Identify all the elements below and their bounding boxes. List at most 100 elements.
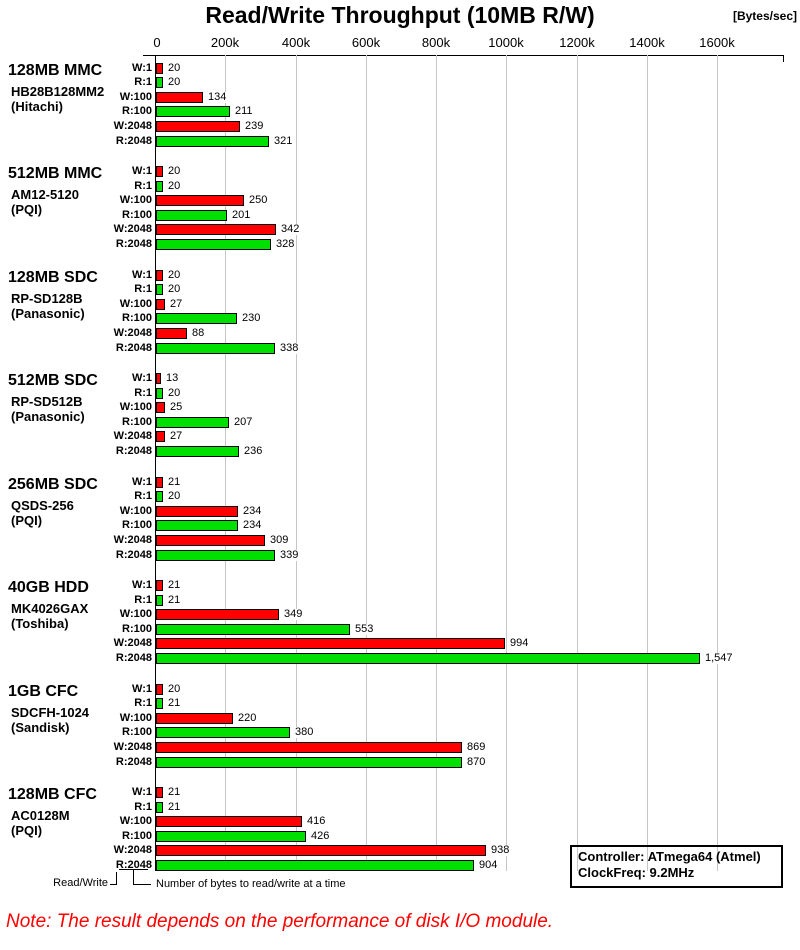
- row-label: W:2048: [113, 637, 152, 649]
- bar-value-label: 134: [207, 91, 228, 103]
- write-bar: [156, 535, 265, 546]
- device-name: 128MB MMC: [8, 62, 103, 79]
- write-bar: [156, 373, 161, 384]
- legend-readwrite-label: Read/Write: [53, 877, 108, 889]
- bar-value-label: 321: [273, 135, 294, 147]
- device-brand: (Panasonic): [11, 409, 85, 424]
- write-bar: [156, 63, 163, 74]
- gridline: [717, 55, 718, 871]
- controller-info-box: Controller: ATmega64 (Atmel) ClockFreq: …: [570, 845, 783, 888]
- read-bar: [156, 757, 462, 768]
- row-label: R:2048: [115, 135, 152, 147]
- read-bar: [156, 520, 238, 531]
- write-bar: [156, 328, 187, 339]
- bar-value-label: 21: [167, 801, 182, 813]
- row-label: W:100: [119, 91, 152, 103]
- controller-line: Controller: ATmega64 (Atmel): [578, 849, 761, 864]
- bar-value-label: 20: [167, 387, 182, 399]
- row-label: R:1: [134, 801, 152, 813]
- row-label: W:2048: [113, 741, 152, 753]
- clockfreq-line: ClockFreq: 9.2MHz: [578, 865, 695, 880]
- device-brand: (Toshiba): [11, 616, 69, 631]
- footnote: Note: The result depends on the performa…: [6, 911, 554, 932]
- baseline: [155, 55, 156, 871]
- read-bar: [156, 653, 700, 664]
- row-label: W:100: [119, 505, 152, 517]
- bar-value-label: 1,547: [704, 652, 734, 664]
- read-bar: [156, 343, 275, 354]
- row-label: R:100: [122, 519, 152, 531]
- bar-value-label: 207: [233, 416, 254, 428]
- row-label: R:100: [122, 209, 152, 221]
- row-label: R:100: [122, 623, 152, 635]
- bar-value-label: 21: [167, 594, 182, 606]
- bar-value-label: 27: [169, 298, 184, 310]
- bar-value-label: 20: [167, 165, 182, 177]
- bar-value-label: 328: [275, 238, 296, 250]
- device-model: RP-SD128B: [11, 291, 83, 306]
- read-bar: [156, 77, 163, 88]
- device-brand: (Panasonic): [11, 306, 85, 321]
- bar-value-label: 349: [283, 608, 304, 620]
- row-label: W:2048: [113, 223, 152, 235]
- read-bar: [156, 106, 230, 117]
- bar-value-label: 21: [167, 786, 182, 798]
- bar-value-label: 553: [354, 623, 375, 635]
- bar-value-label: 220: [237, 712, 258, 724]
- gridline: [366, 55, 367, 871]
- gridline: [647, 55, 648, 871]
- row-label: W:100: [119, 712, 152, 724]
- bar-value-label: 21: [167, 579, 182, 591]
- gridline: [436, 55, 437, 871]
- row-label: W:2048: [113, 430, 152, 442]
- write-bar: [156, 506, 238, 517]
- chart-title: Read/Write Throughput (10MB R/W): [205, 2, 595, 28]
- read-bar: [156, 491, 163, 502]
- read-bar: [156, 313, 237, 324]
- write-bar: [156, 92, 203, 103]
- row-label: R:100: [122, 726, 152, 738]
- row-label: R:1: [134, 697, 152, 709]
- bar-value-label: 21: [167, 476, 182, 488]
- bar-value-label: 904: [478, 859, 499, 871]
- gridline: [225, 55, 226, 871]
- axis-tick-label: 0: [153, 35, 161, 50]
- row-label: R:1: [134, 76, 152, 88]
- read-bar: [156, 446, 239, 457]
- read-bar: [156, 210, 227, 221]
- row-label: W:1: [132, 165, 152, 177]
- device-brand: (PQI): [11, 513, 43, 528]
- device-brand: (Sandisk): [11, 720, 70, 735]
- write-bar: [156, 224, 276, 235]
- row-label: W:100: [119, 608, 152, 620]
- row-label: R:1: [134, 594, 152, 606]
- row-label: R:2048: [115, 445, 152, 457]
- bar-value-label: 426: [310, 830, 331, 842]
- device-model: SDCFH-1024: [11, 705, 90, 720]
- gridline: [506, 55, 507, 871]
- axis-units-label: [Bytes/sec]: [732, 9, 797, 23]
- write-bar: [156, 299, 165, 310]
- row-label: R:100: [122, 312, 152, 324]
- axis-tick-label: 1000k: [488, 35, 524, 50]
- axis-line: [143, 55, 784, 56]
- row-label: W:100: [119, 815, 152, 827]
- bar-value-label: 994: [509, 637, 530, 649]
- device-name: 512MB SDC: [8, 372, 98, 389]
- write-bar: [156, 609, 279, 620]
- bar-value-label: 234: [242, 519, 263, 531]
- bar-value-label: 20: [167, 76, 182, 88]
- bar-value-label: 20: [167, 283, 182, 295]
- bar-value-label: 234: [242, 505, 263, 517]
- axis-end-tick: [783, 55, 784, 62]
- read-bar: [156, 550, 275, 561]
- row-label: W:2048: [113, 534, 152, 546]
- device-name: 40GB HDD: [8, 579, 89, 596]
- row-label: W:100: [119, 401, 152, 413]
- write-bar: [156, 270, 163, 281]
- bar-value-label: 21: [167, 697, 182, 709]
- row-label: W:1: [132, 269, 152, 281]
- gridline: [296, 55, 297, 871]
- row-label: W:1: [132, 372, 152, 384]
